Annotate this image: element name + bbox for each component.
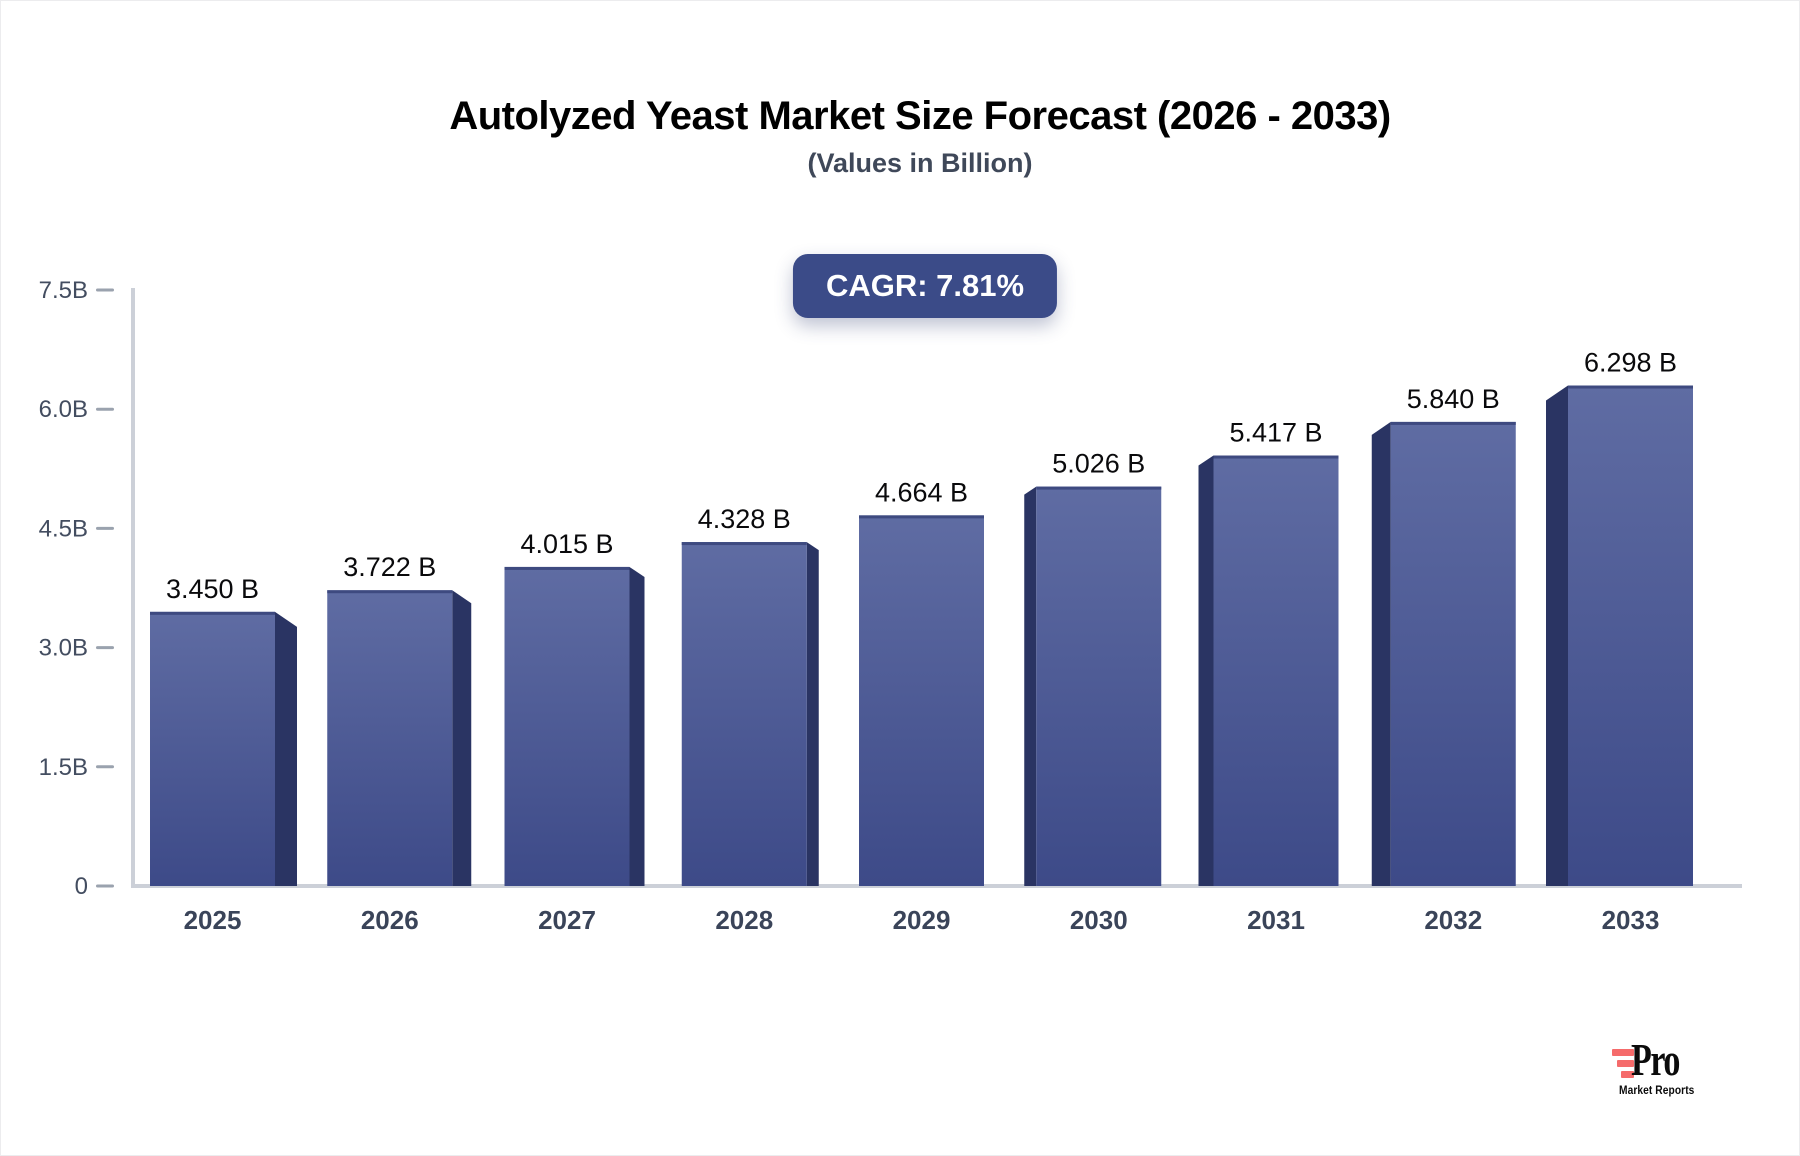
- y-tick-mark: [96, 884, 114, 888]
- bar-value-label: 5.417 B: [1229, 418, 1322, 448]
- bar-top-edge: [859, 515, 984, 519]
- bar-2026: [327, 590, 453, 886]
- bar-3d-side: [806, 542, 819, 886]
- bar-3d-side: [1371, 421, 1391, 886]
- chart-title: Autolyzed Yeast Market Size Forecast (20…: [449, 94, 1391, 138]
- bar-value-label: 4.664 B: [875, 477, 968, 507]
- y-tick-mark: [96, 407, 114, 411]
- bar-top-edge: [150, 611, 275, 615]
- y-tick-label: 7.5B: [39, 277, 88, 304]
- bar-2028: [681, 542, 807, 886]
- x-axis-label-2033: 2033: [1602, 905, 1660, 935]
- bar-value-label: 3.722 B: [343, 552, 436, 582]
- bar-3d-side: [1546, 385, 1568, 886]
- bar-2030: [1036, 486, 1162, 886]
- y-tick-label: 4.5B: [39, 515, 88, 542]
- bar-2029: [859, 515, 984, 886]
- bar-3d-side: [629, 566, 645, 886]
- bar-top-edge: [504, 566, 630, 570]
- logo-tagline: Market Reports: [1619, 1083, 1695, 1097]
- bar-2032: [1390, 421, 1516, 886]
- y-tick-mark: [96, 526, 114, 530]
- bar-3d-side: [1024, 486, 1037, 886]
- y-tick-label: 6.0B: [39, 396, 88, 423]
- logo-bar-icon: [1617, 1060, 1634, 1067]
- logo-bar-icon: [1621, 1071, 1634, 1078]
- bar-3d-side: [1198, 455, 1214, 886]
- bar-top-edge: [327, 590, 453, 594]
- y-tick-label: 1.5B: [39, 754, 88, 781]
- bar-3d-side: [452, 590, 472, 886]
- y-tick-mark: [96, 765, 114, 769]
- y-tick-mark: [96, 288, 114, 292]
- logo-bar-icon: [1612, 1049, 1634, 1056]
- bar-2031: [1213, 455, 1339, 886]
- x-axis-label-2025: 2025: [184, 905, 242, 935]
- x-axis-label-2030: 2030: [1070, 905, 1128, 935]
- bar-2027: [504, 566, 630, 886]
- y-tick-label: 0: [75, 873, 88, 900]
- bar-3d-side: [275, 611, 297, 886]
- logo-speed-bars-icon: [1610, 1049, 1634, 1078]
- bar-value-label: 4.015 B: [520, 529, 613, 559]
- x-axis-label-2027: 2027: [538, 905, 596, 935]
- bar-2025: [150, 611, 275, 886]
- logo-name: Pro: [1631, 1034, 1680, 1085]
- x-axis-label-2029: 2029: [893, 905, 951, 935]
- y-tick-label: 3.0B: [39, 635, 88, 662]
- x-axis-label-2032: 2032: [1424, 905, 1482, 935]
- cagr-badge: CAGR: 7.81%: [792, 254, 1058, 318]
- bar-top-edge: [1390, 421, 1516, 425]
- x-axis-label-2031: 2031: [1247, 905, 1305, 935]
- x-axis-label-2028: 2028: [715, 905, 773, 935]
- bar-2033: [1568, 385, 1693, 886]
- logo: Pro Market Reports: [1610, 1037, 1730, 1114]
- chart-subtitle: (Values in Billion): [807, 148, 1033, 178]
- x-axis-label-2026: 2026: [361, 905, 419, 935]
- bar-value-label: 5.026 B: [1052, 449, 1145, 479]
- y-tick-mark: [96, 646, 114, 650]
- bar-top-edge: [681, 542, 807, 546]
- cagr-label: CAGR: 7.81%: [825, 268, 1025, 303]
- bar-top-edge: [1213, 455, 1339, 459]
- bar-top-edge: [1036, 486, 1162, 490]
- bar-value-label: 3.450 B: [166, 574, 259, 604]
- bar-value-label: 4.328 B: [698, 504, 791, 534]
- y-axis-line: [131, 288, 135, 888]
- bar-value-label: 5.840 B: [1407, 384, 1500, 414]
- bar-top-edge: [1568, 385, 1693, 389]
- bar-value-label: 6.298 B: [1584, 348, 1677, 378]
